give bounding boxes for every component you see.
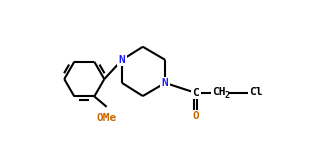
Text: CH: CH	[212, 87, 226, 97]
Text: 2: 2	[224, 91, 229, 100]
Text: Cl: Cl	[249, 87, 263, 97]
Text: OMe: OMe	[96, 113, 117, 123]
Text: O: O	[192, 111, 199, 121]
Text: N: N	[162, 78, 168, 88]
Text: C: C	[192, 88, 199, 98]
Text: N: N	[119, 55, 125, 65]
